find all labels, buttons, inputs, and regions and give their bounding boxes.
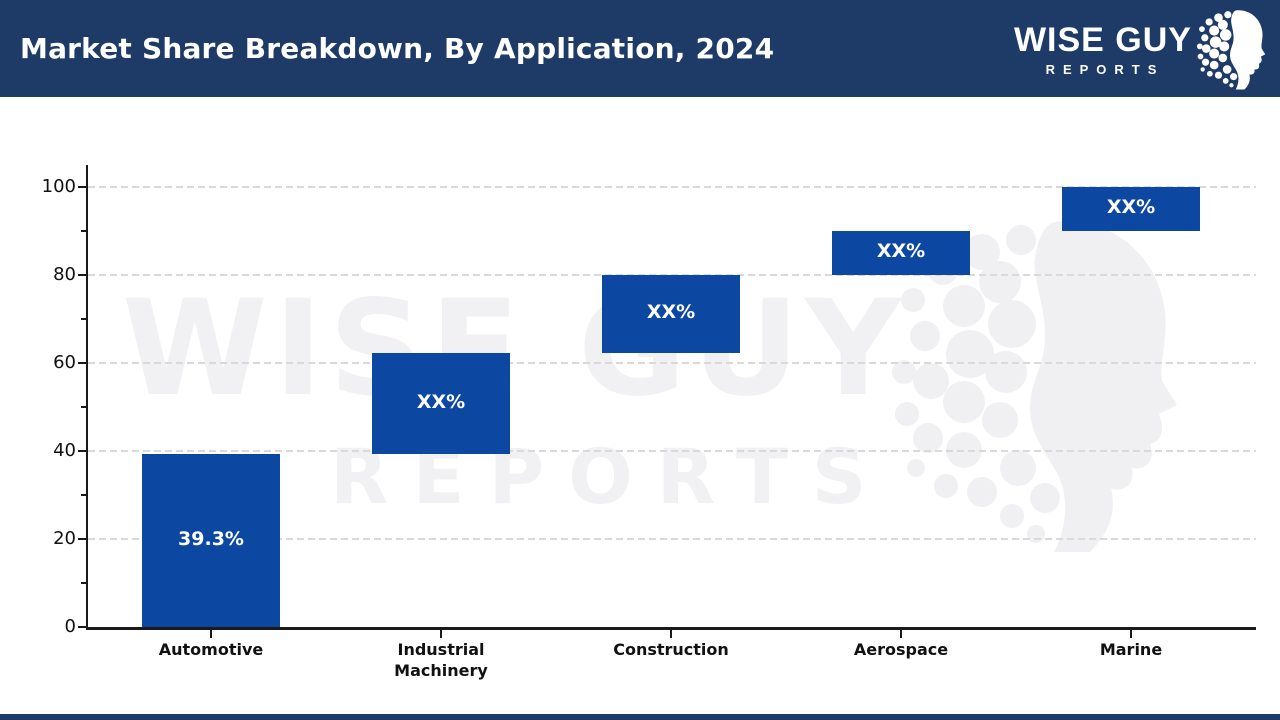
y-tick bbox=[78, 274, 86, 276]
footer-bar bbox=[0, 714, 1280, 720]
x-tick-label: Marine bbox=[1099, 640, 1163, 659]
header-bar: Market Share Breakdown, By Application, … bbox=[0, 0, 1280, 97]
gridline bbox=[88, 186, 1256, 188]
x-tick-label: Aerospace bbox=[853, 640, 949, 659]
y-tick bbox=[78, 450, 86, 452]
bar-label: XX% bbox=[416, 390, 466, 413]
y-tick-minor bbox=[81, 582, 86, 584]
bar-label: XX% bbox=[876, 240, 926, 262]
x-tick bbox=[440, 630, 442, 638]
logo-head-icon bbox=[1196, 10, 1266, 90]
y-tick-label: 100 bbox=[41, 176, 76, 197]
x-axis bbox=[86, 627, 1256, 630]
y-tick-minor bbox=[81, 406, 86, 408]
y-tick-label: 80 bbox=[53, 264, 76, 285]
y-tick bbox=[78, 186, 86, 188]
y-tick-minor bbox=[81, 494, 86, 496]
x-tick bbox=[1130, 630, 1132, 638]
logo-wordmark: WISE GUY bbox=[1013, 21, 1192, 60]
page-title: Market Share Breakdown, By Application, … bbox=[20, 32, 775, 65]
x-tick bbox=[670, 630, 672, 638]
y-tick-minor bbox=[81, 230, 86, 232]
y-tick-label: 20 bbox=[53, 528, 76, 549]
y-tick-label: 0 bbox=[64, 616, 76, 637]
gridline bbox=[88, 538, 1256, 540]
y-tick bbox=[78, 626, 86, 628]
y-axis bbox=[86, 165, 88, 627]
x-tick-label: Industrial Machinery bbox=[394, 640, 488, 680]
bar bbox=[372, 353, 510, 455]
logo-subtext: REPORTS bbox=[1045, 61, 1165, 77]
x-tick bbox=[210, 630, 212, 638]
y-tick-minor bbox=[81, 318, 86, 320]
x-tick-label: Automotive bbox=[158, 640, 264, 659]
x-tick bbox=[900, 630, 902, 638]
x-tick-label: Construction bbox=[613, 640, 729, 659]
gridline bbox=[88, 450, 1256, 452]
y-tick-label: 40 bbox=[53, 440, 76, 461]
y-tick bbox=[78, 362, 86, 364]
gridline bbox=[88, 362, 1256, 364]
bar bbox=[142, 454, 280, 627]
y-tick bbox=[78, 538, 86, 540]
wiseguy-logo: WISE GUY REPORTS bbox=[1014, 6, 1266, 94]
bar-label: XX% bbox=[1106, 196, 1156, 219]
logo-text: WISE GUY REPORTS bbox=[1013, 21, 1192, 77]
bar-label: 39.3% bbox=[178, 527, 244, 550]
y-tick-label: 60 bbox=[53, 352, 76, 373]
bar bbox=[602, 274, 740, 354]
bar-label: XX% bbox=[646, 300, 696, 323]
